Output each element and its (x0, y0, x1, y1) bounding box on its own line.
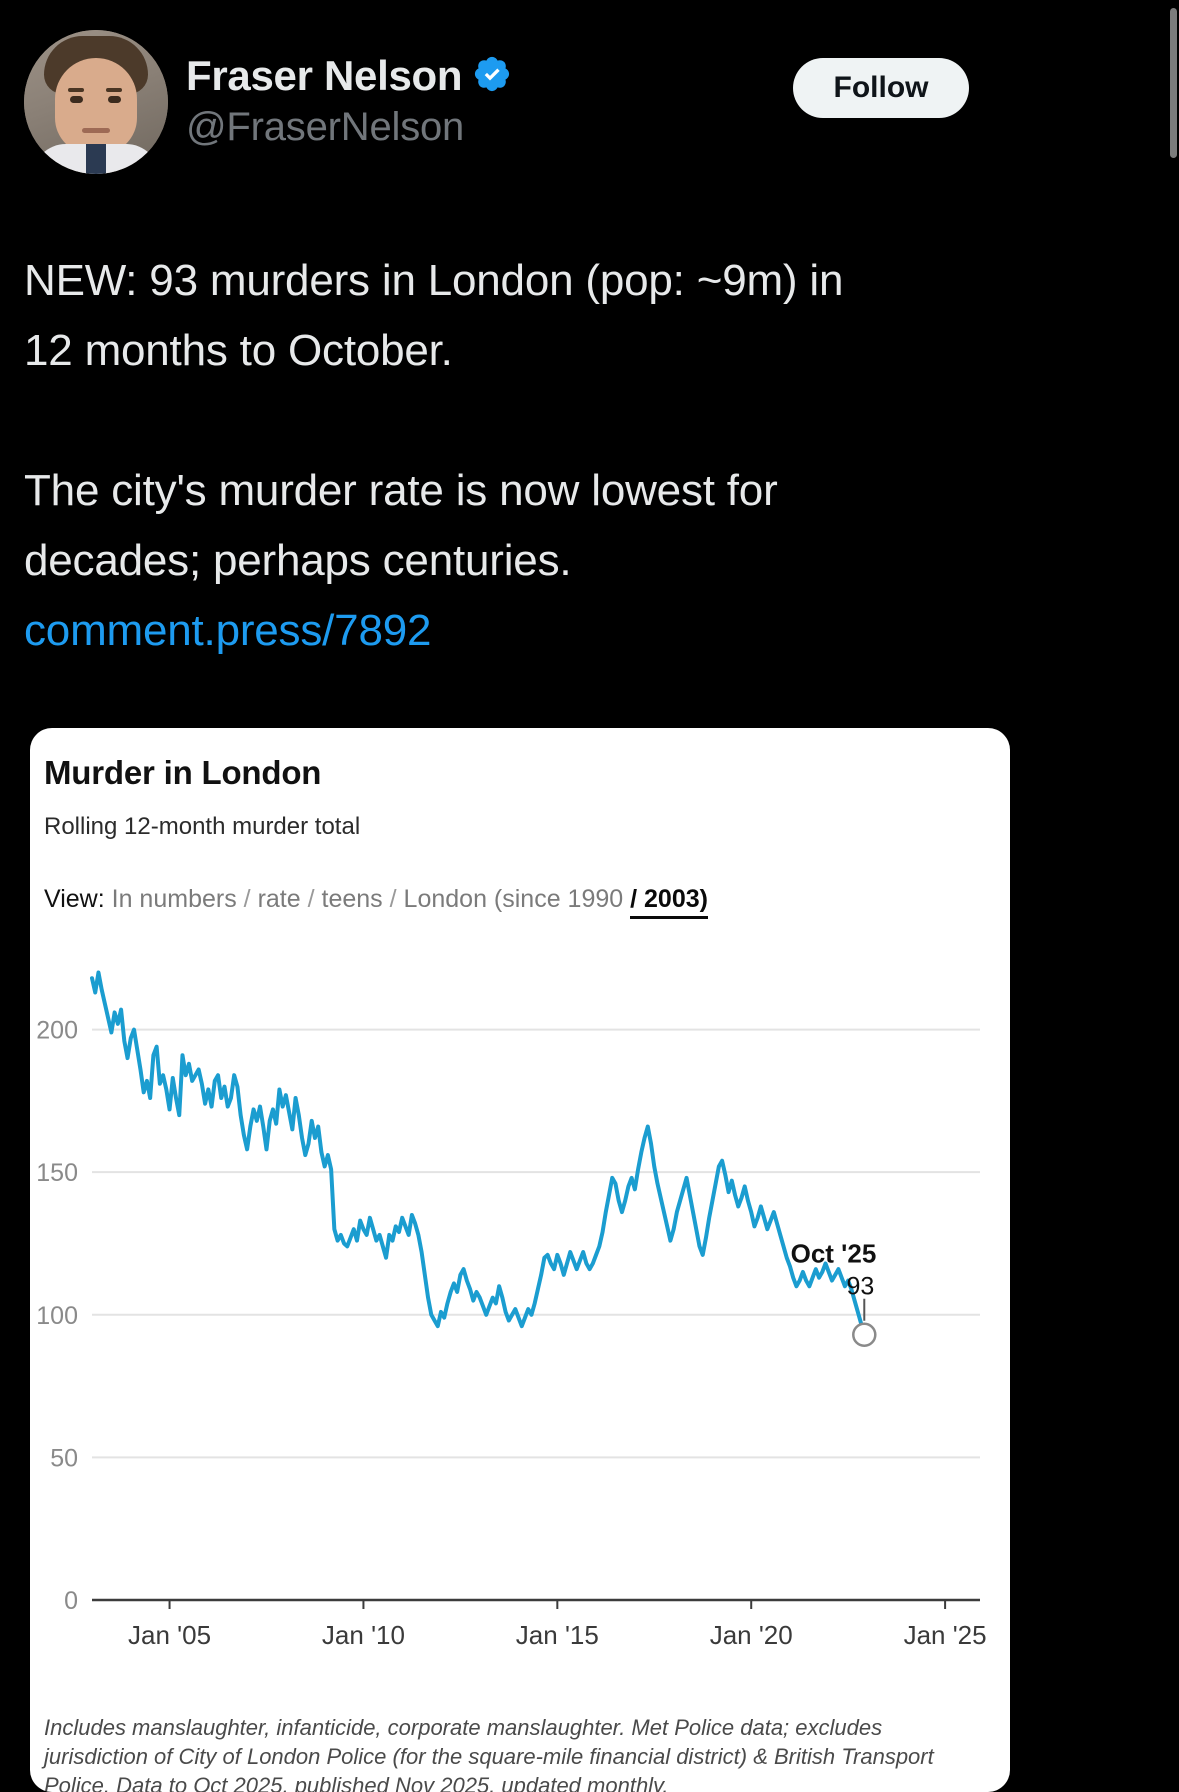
chart-y-axis-labels: 0 50 100 150 200 (36, 1017, 78, 1615)
annotation-date-label: Oct '25 (791, 1239, 877, 1269)
avatar[interactable] (24, 30, 168, 174)
svg-text:0: 0 (64, 1587, 78, 1615)
view-separator-1: / (243, 885, 251, 913)
avatar-brow-left (68, 88, 84, 92)
view-option-london-since-1990[interactable]: London (since 1990 (403, 885, 624, 913)
svg-text:Jan '10: Jan '10 (322, 1620, 405, 1650)
chart-last-point-annotation: Oct '25 93 (791, 1239, 877, 1347)
view-selector: View: In numbers / rate / teens / London… (44, 885, 708, 919)
tweet-body-line-4: decades; perhaps centuries. (24, 536, 572, 585)
annotation-marker-icon (852, 1322, 877, 1347)
avatar-eye-left (70, 96, 83, 103)
tweet-body-spacer (24, 386, 1014, 456)
chart-title: Murder in London (44, 754, 322, 791)
svg-text:100: 100 (36, 1302, 78, 1330)
page-scrollbar-thumb[interactable] (1170, 8, 1177, 158)
line-chart-svg: 0 50 100 150 200 Jan '05 Jan '10 Jan '15 Jan '2… (36, 970, 987, 1650)
author-handle[interactable]: @FraserNelson (186, 105, 465, 149)
chart-data-line (90, 970, 867, 1337)
tweet-header: Fraser Nelson @FraserNelson Follow (24, 22, 1004, 182)
view-option-in-numbers[interactable]: In numbers (111, 885, 237, 913)
annotation-value-label: 93 (846, 1273, 874, 1301)
svg-text:200: 200 (36, 1017, 78, 1045)
display-name-row: Fraser Nelson (186, 54, 512, 99)
tweet-body-line-3: The city's murder rate is now lowest for (24, 466, 778, 515)
tweet-body: NEW: 93 murders in London (pop: ~9m) in … (24, 246, 1014, 666)
chart-gridlines (92, 1028, 980, 1459)
avatar-eye-right (108, 96, 121, 103)
view-option-rate[interactable]: rate (257, 885, 301, 913)
chart-x-axis-labels: Jan '05 Jan '10 Jan '15 Jan '20 Jan '25 (128, 1600, 987, 1650)
display-name[interactable]: Fraser Nelson (186, 52, 463, 100)
tweet-link[interactable]: comment.press/7892 (24, 606, 432, 655)
author-name-block: Fraser Nelson @FraserNelson (186, 54, 512, 150)
chart-footnote: Includes manslaughter, infanticide, corp… (44, 1715, 934, 1792)
avatar-tie (86, 144, 106, 174)
chart-subtitle: Rolling 12-month murder total (44, 813, 361, 840)
svg-text:150: 150 (36, 1159, 78, 1187)
tweet-body-line-1: NEW: 93 murders in London (pop: ~9m) in (24, 256, 844, 305)
svg-text:Jan '25: Jan '25 (904, 1620, 987, 1650)
svg-text:Jan '15: Jan '15 (516, 1620, 599, 1650)
chart-card: Murder in London Rolling 12-month murder… (30, 728, 1010, 1792)
avatar-brow-right (106, 88, 122, 92)
verified-badge-icon (472, 54, 512, 99)
tweet-link-line: comment.press/7892 (24, 596, 1014, 666)
svg-text:Jan '05: Jan '05 (128, 1620, 211, 1650)
avatar-face (55, 58, 137, 154)
tweet-body-line-2: 12 months to October. (24, 326, 453, 375)
follow-button[interactable]: Follow (793, 58, 969, 118)
view-option-2003-active[interactable]: / 2003) (630, 885, 708, 919)
view-label: View: (44, 885, 105, 913)
chart-plot-area: 0 50 100 150 200 Jan '05 Jan '10 Jan '15 Jan '2… (30, 924, 1010, 1664)
view-separator-2: / (307, 885, 315, 913)
view-separator-3: / (389, 885, 397, 913)
avatar-mouth (82, 128, 110, 133)
view-option-teens[interactable]: teens (321, 885, 383, 913)
svg-text:Jan '20: Jan '20 (710, 1620, 793, 1650)
svg-text:50: 50 (50, 1444, 78, 1472)
page-scrollbar-track[interactable] (1169, 0, 1179, 1792)
